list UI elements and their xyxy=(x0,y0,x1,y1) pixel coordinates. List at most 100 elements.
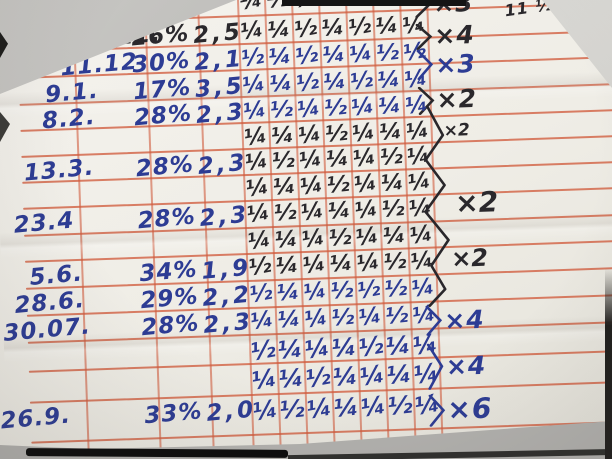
struck-date: 18 xyxy=(78,24,115,54)
fraction-cell: ¼ xyxy=(375,66,402,95)
fraction-cell: ¼ xyxy=(275,279,301,307)
fraction-cell: ¼ xyxy=(274,252,300,280)
multiplier-annotation: ×3 xyxy=(432,0,475,19)
fraction-cell: ½ xyxy=(380,195,406,224)
fraction-cell: ¼ xyxy=(271,173,297,201)
date-cell: 8.2. xyxy=(41,104,97,135)
date-cell: 13.3. xyxy=(23,155,95,187)
multiplier-annotation: ×2 xyxy=(450,243,489,273)
fraction-cell: ½ xyxy=(268,96,295,124)
fraction-cell: ½ xyxy=(247,279,275,309)
date-cell: 26.9. xyxy=(0,402,72,434)
fraction-cell: ¼ xyxy=(356,359,387,392)
fraction-cell: ¼ xyxy=(276,306,302,334)
brace-icon xyxy=(415,23,433,50)
date-cell: 5.6. xyxy=(28,260,84,291)
date-text: 5.6. xyxy=(28,260,85,291)
fraction-cell: ¼ xyxy=(346,40,375,69)
fraction-cell: ¼ xyxy=(321,68,348,97)
fraction-cell: ¼ xyxy=(300,250,328,280)
fraction-cell: ½ xyxy=(384,302,410,330)
fraction-cell: ¼ xyxy=(381,222,407,251)
fraction-cell: ½ xyxy=(270,147,296,175)
fraction-cell: ½ xyxy=(238,43,267,73)
fraction-cell: ½ xyxy=(292,41,321,71)
fraction-cell: ¼ xyxy=(352,195,380,225)
fraction-cell: ½ xyxy=(378,143,404,172)
row-multiplier: ×4 xyxy=(426,342,487,390)
fraction-cell: ¼ xyxy=(244,199,272,229)
brace-icon xyxy=(417,86,435,115)
fraction-cell: ½ xyxy=(322,94,348,122)
fraction-cell: ¼ xyxy=(357,390,388,423)
brace-icon xyxy=(425,305,443,336)
fraction-cell: ¼ xyxy=(328,250,354,278)
table-row: 1811. 26% 2,5 ¼ ¼ ½ ¼ ½ ¼ ¼ ×4 xyxy=(0,0,604,54)
fraction-cell: ½ xyxy=(345,13,374,42)
table-row: 11.12 30% 2,1 ½ ¼ ½ ¼ ¼ ½ ½ ×3 xyxy=(0,0,604,81)
fraction-cell: ¼ xyxy=(356,302,384,332)
fraction-cell: ¼ xyxy=(273,226,299,254)
fraction-cell: ¼ xyxy=(249,394,280,427)
multiplier-annotation: ×4 xyxy=(445,350,487,381)
fraction-cell: ¼ xyxy=(373,12,400,41)
fraction-cell: ¼ xyxy=(377,118,403,147)
percent-cell: 30% xyxy=(131,47,192,79)
fraction-cell: ½ xyxy=(374,39,401,68)
fraction-cell: ½ xyxy=(383,275,409,303)
fraction-cell: ¼ xyxy=(320,41,347,70)
fraction-cell: ½ xyxy=(317,0,346,12)
brace-icon xyxy=(416,49,434,81)
row-multiplier: ×3 xyxy=(416,48,476,81)
percent-cell: 28% xyxy=(134,151,195,183)
date-text: 13.3. xyxy=(22,154,96,187)
fraction-cell: ½ xyxy=(246,252,274,282)
margin-note: 11 ½ xyxy=(503,0,554,21)
date-text: 26.9. xyxy=(0,402,72,435)
date-text: 23.4 xyxy=(12,207,76,239)
zigzag-brace-icon xyxy=(424,106,450,307)
fraction-cell: ½ xyxy=(272,199,298,227)
fraction-cell: ½ xyxy=(382,248,408,277)
fraction-cell: ½ xyxy=(292,14,320,44)
fraction-cell: ½ xyxy=(323,120,349,148)
fraction-cell: ½ xyxy=(355,275,383,305)
percent-cell: 29% xyxy=(139,283,200,315)
fraction-cell: ¼ xyxy=(298,197,326,227)
fraction-cell: ¼ xyxy=(326,197,352,225)
date-text: 8.2. xyxy=(41,103,97,135)
fraction-cell: ¼ xyxy=(319,14,346,43)
row-multiplier: ×4 xyxy=(415,20,475,51)
row-multiplier: ×2 xyxy=(417,84,477,115)
percent-cell: 28% xyxy=(136,203,197,235)
multiplier-annotation: ×4 xyxy=(433,19,476,51)
row-multiplier: ×4 xyxy=(425,304,485,336)
fraction-cell: ¼ xyxy=(265,16,292,44)
ruled-line xyxy=(31,420,612,444)
table-row: 26.9. 33% 2,0 ¼ ½ ¼ ¼ ¼ ½ ¼ ×6 xyxy=(0,0,604,435)
multiplier-annotation: ×2 xyxy=(454,185,499,220)
fraction-cell: ¼ xyxy=(324,145,350,173)
multiplier-annotation: ×2 xyxy=(443,120,471,142)
fraction-cell: ½ xyxy=(329,277,355,305)
fraction-cell: ½ xyxy=(327,224,353,252)
date-text: 11.12 xyxy=(59,48,139,82)
ruled-line xyxy=(31,440,612,459)
fraction-cell: ¼ xyxy=(269,122,295,150)
date-cell: 23.4 xyxy=(13,208,76,239)
fraction-cell: ¼ xyxy=(303,392,334,425)
fraction-cell: ½ xyxy=(330,304,356,332)
percent-cell: 28% xyxy=(132,100,194,132)
fraction-cell: ¼ xyxy=(301,277,329,307)
date-cell: 11.12 xyxy=(59,49,139,82)
multiplier-annotation: ×6 xyxy=(446,391,493,427)
fraction-cell: ¼ xyxy=(301,332,332,365)
table-rows: ¼½¼½¼½¼×31811.26%2,5¼¼½¼½¼¼×411.1230%2,1… xyxy=(0,0,604,435)
fraction-cell: ¼ xyxy=(248,306,276,336)
row-multiplier: ×6 xyxy=(428,392,493,427)
fraction-cell: ½ xyxy=(302,361,333,394)
fraction-cell: ½ xyxy=(247,334,278,367)
